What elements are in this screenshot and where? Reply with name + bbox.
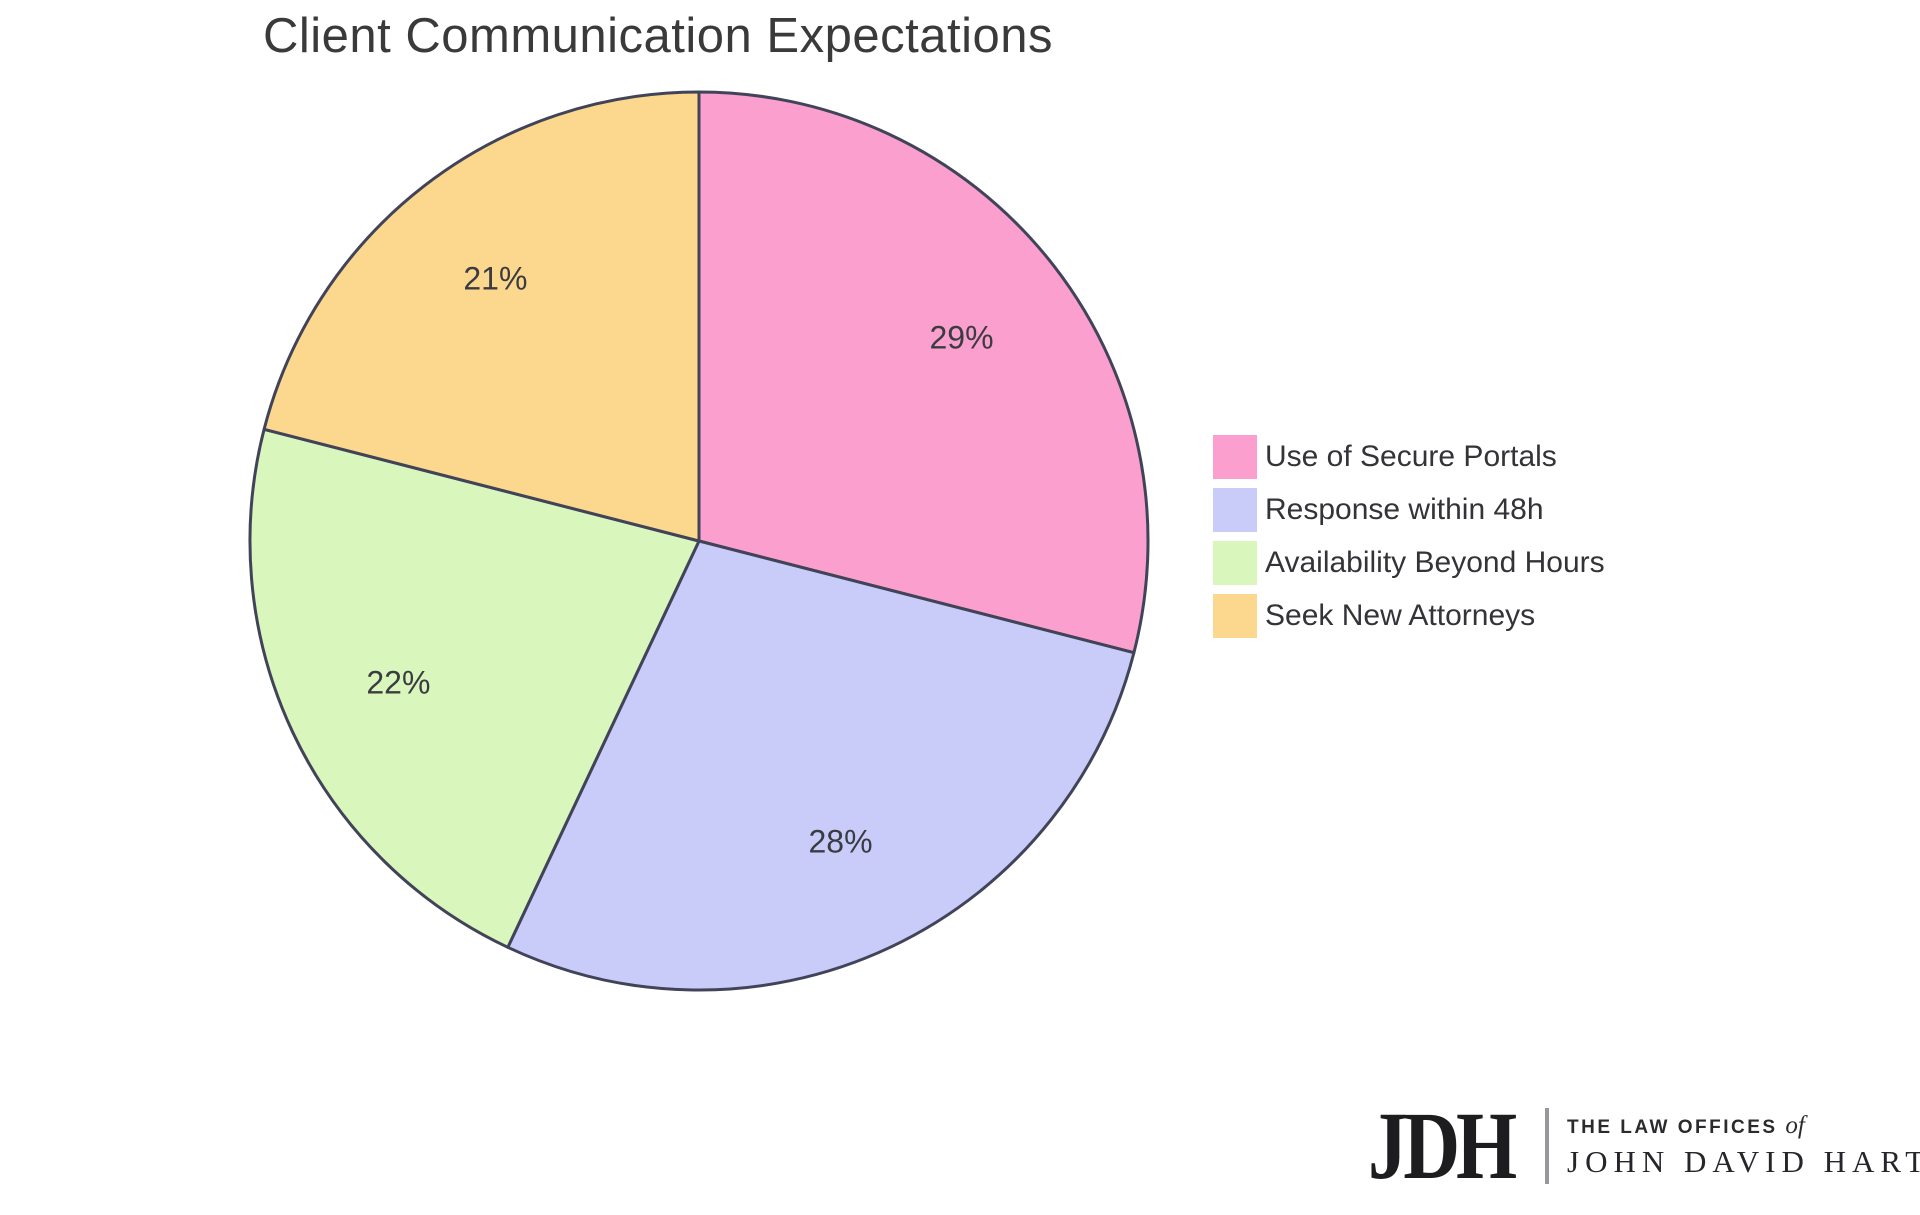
- pie-slice-1: [506, 539, 1136, 992]
- legend-label-1: Response within 48h: [1265, 493, 1544, 526]
- legend-item-2: Availability Beyond Hours: [1213, 541, 1605, 585]
- legend-item-0: Use of Secure Portals: [1213, 435, 1605, 479]
- legend-swatch-2: [1213, 541, 1257, 585]
- brand-logo-divider: [1545, 1108, 1549, 1184]
- brand-tagline: THE LAW OFFICES of: [1567, 1112, 1920, 1140]
- legend-swatch-1: [1213, 488, 1257, 532]
- legend-item-1: Response within 48h: [1213, 488, 1605, 532]
- brand-logo: JDH THE LAW OFFICES of JOHN DAVID HART: [1368, 1098, 1920, 1194]
- chart-legend: Use of Secure Portals Response within 48h…: [1213, 435, 1605, 638]
- brand-text-block: THE LAW OFFICES of JOHN DAVID HART: [1567, 1112, 1920, 1180]
- pie-slice-label-0: 29%: [929, 319, 993, 355]
- chart-title: Client Communication Expectations: [263, 9, 1053, 63]
- pie-slice-label-3: 21%: [463, 261, 527, 297]
- pie-slice-0: [697, 90, 1150, 655]
- brand-monogram: JDH: [1368, 1092, 1517, 1199]
- legend-swatch-0: [1213, 435, 1257, 479]
- brand-tagline-prefix: THE LAW OFFICES: [1567, 1117, 1778, 1138]
- pie-slice-3: [262, 90, 701, 543]
- brand-tagline-of: of: [1785, 1112, 1805, 1139]
- legend-label-0: Use of Secure Portals: [1265, 440, 1557, 473]
- legend-item-3: Seek New Attorneys: [1213, 594, 1605, 638]
- pie-slice-label-1: 28%: [808, 824, 872, 860]
- pie-slice-label-2: 22%: [366, 665, 430, 701]
- pie-slice-2: [248, 427, 701, 949]
- brand-name: JOHN DAVID HART: [1567, 1144, 1920, 1179]
- legend-swatch-3: [1213, 594, 1257, 638]
- legend-label-3: Seek New Attorneys: [1265, 599, 1536, 632]
- legend-label-2: Availability Beyond Hours: [1265, 546, 1605, 579]
